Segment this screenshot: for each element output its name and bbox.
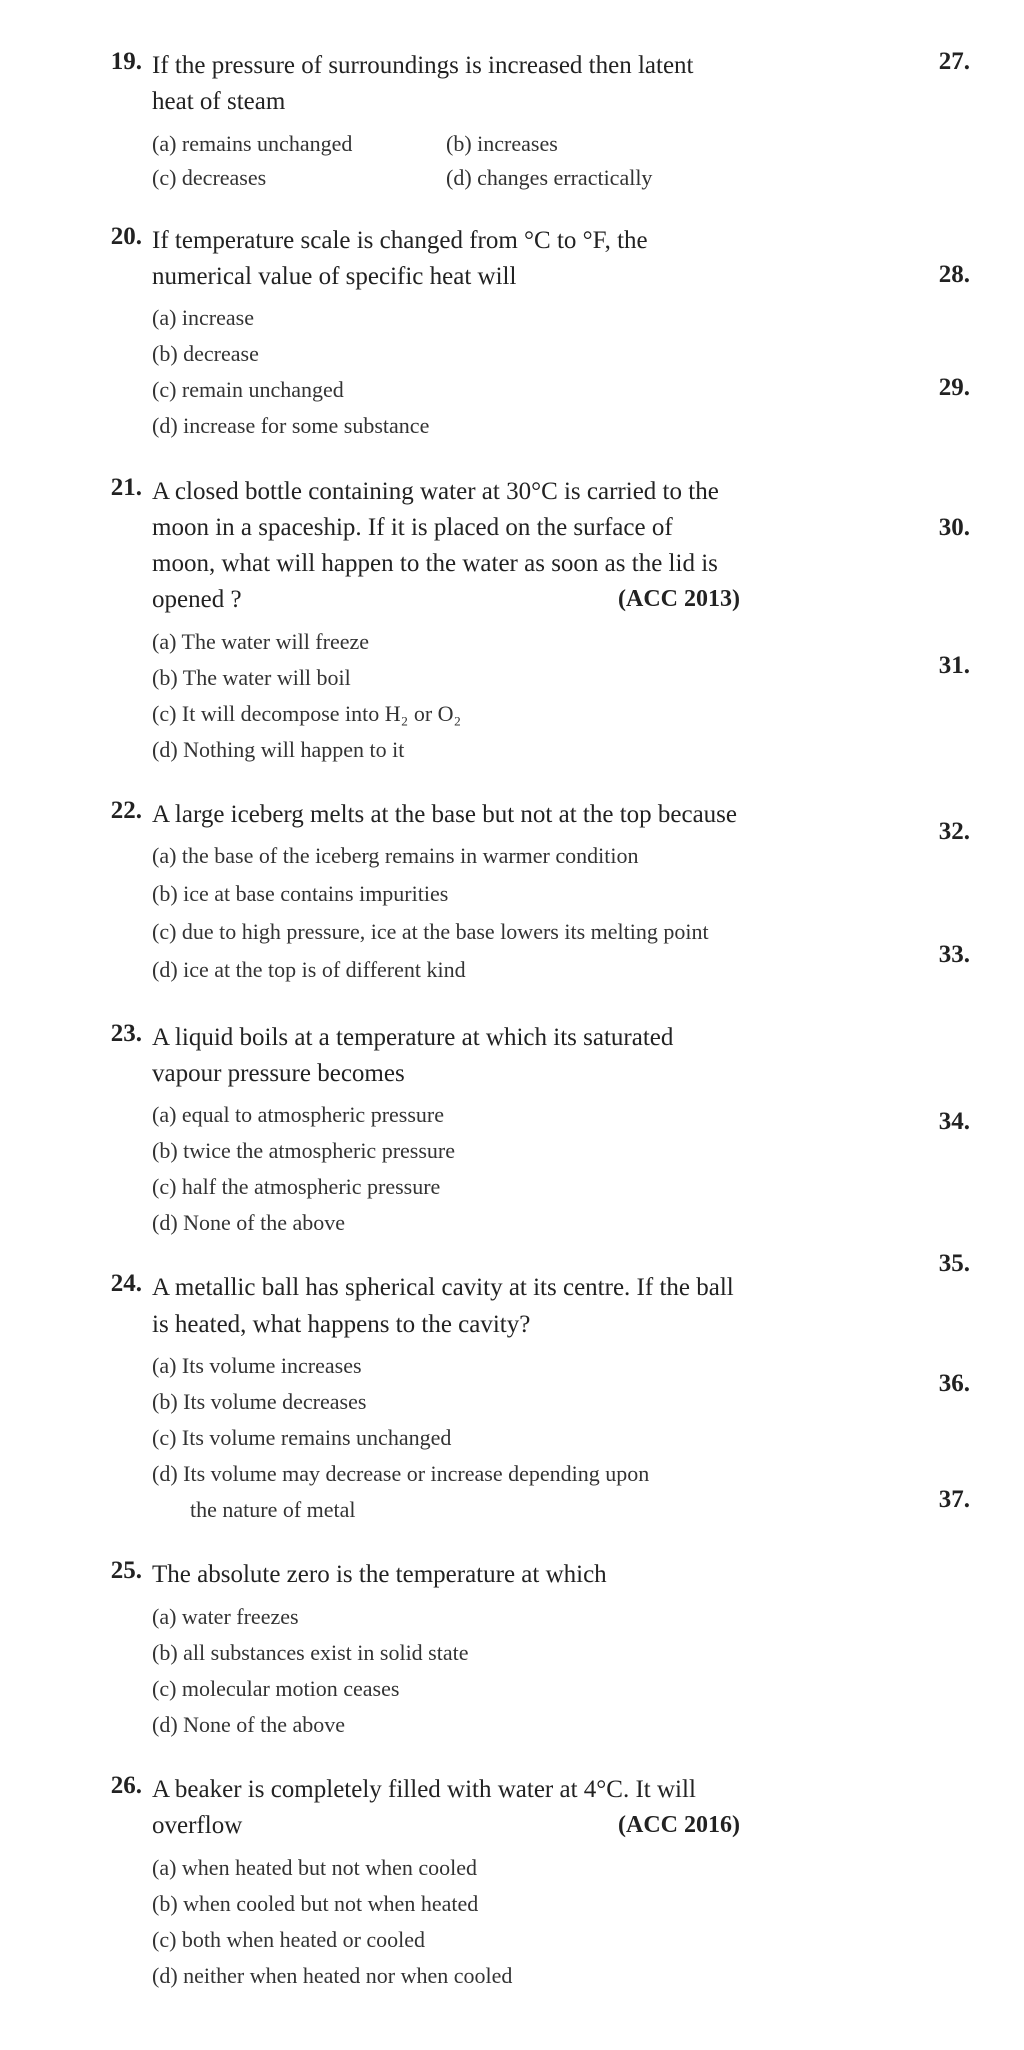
question-stem: If the pressure of surroundings is incre… xyxy=(152,48,740,121)
question-stem: The absolute zero is the temperature at … xyxy=(152,1557,740,1593)
question-body: A liquid boils at a temperature at which… xyxy=(152,1020,740,1243)
question-options: (a) Its volume increases(b) Its volume d… xyxy=(152,1349,740,1527)
question-body: A metallic ball has spherical cavity at … xyxy=(152,1270,740,1529)
option: (a) water freezes xyxy=(152,1600,740,1634)
next-column-question-number: 37. xyxy=(939,1486,970,1514)
option: (d) neither when heated nor when cooled xyxy=(152,1959,740,1993)
question: 19.If the pressure of surroundings is in… xyxy=(100,48,740,195)
question-number: 19. xyxy=(100,48,152,195)
option: (d) increase for some substance xyxy=(152,409,740,443)
question-stem: If temperature scale is changed from °C … xyxy=(152,223,740,296)
option: (b) twice the atmospheric pressure xyxy=(152,1134,740,1168)
question-source-tag: (ACC 2013) xyxy=(618,582,740,617)
option: (a) The water will freeze xyxy=(152,625,740,659)
question: 21.A closed bottle containing water at 3… xyxy=(100,474,740,769)
option: (d) Its volume may decrease or increase … xyxy=(152,1457,740,1491)
question-number: 26. xyxy=(100,1772,152,1995)
next-column-question-number: 35. xyxy=(939,1250,970,1278)
question: 20.If temperature scale is changed from … xyxy=(100,223,740,446)
question-options: (a) increase(b) decrease(c) remain uncha… xyxy=(152,301,740,443)
question-body: The absolute zero is the temperature at … xyxy=(152,1557,740,1744)
option: (a) remains unchanged xyxy=(152,127,446,161)
option: (d) changes erractically xyxy=(446,161,740,195)
question: 25.The absolute zero is the temperature … xyxy=(100,1557,740,1744)
option: (c) It will decompose into H₂ or O₂ xyxy=(152,697,740,731)
next-column-question-number: 36. xyxy=(939,1370,970,1398)
question-source-tag: (ACC 2016) xyxy=(618,1808,740,1843)
question-number: 22. xyxy=(100,797,152,992)
option: (c) decreases xyxy=(152,161,446,195)
question-body: A large iceberg melts at the base but no… xyxy=(152,797,740,992)
option: (b) The water will boil xyxy=(152,661,740,695)
next-column-question-number: 28. xyxy=(939,261,970,289)
page: 19.If the pressure of surroundings is in… xyxy=(100,48,970,2023)
question-stem: A large iceberg melts at the base but no… xyxy=(152,797,740,833)
question-body: If the pressure of surroundings is incre… xyxy=(152,48,740,195)
question-body: A closed bottle containing water at 30°C… xyxy=(152,474,740,769)
option: (a) the base of the iceberg remains in w… xyxy=(152,839,740,873)
next-column-question-number: 33. xyxy=(939,941,970,969)
option: (a) Its volume increases xyxy=(152,1349,740,1383)
option: (c) half the atmospheric pressure xyxy=(152,1170,740,1204)
option: (c) remain unchanged xyxy=(152,373,740,407)
question-number: 23. xyxy=(100,1020,152,1243)
left-column: 19.If the pressure of surroundings is in… xyxy=(100,48,740,2023)
option: (b) ice at base contains impurities xyxy=(152,877,740,911)
option: (c) molecular motion ceases xyxy=(152,1672,740,1706)
next-column-question-number: 27. xyxy=(939,48,970,76)
next-column-question-number: 31. xyxy=(939,652,970,680)
question-stem: A closed bottle containing water at 30°C… xyxy=(152,474,740,619)
question-stem: A liquid boils at a temperature at which… xyxy=(152,1020,740,1093)
option: (a) equal to atmospheric pressure xyxy=(152,1098,740,1132)
question-body: A beaker is completely filled with water… xyxy=(152,1772,740,1995)
option: (b) increases xyxy=(446,127,740,161)
question: 23.A liquid boils at a temperature at wh… xyxy=(100,1020,740,1243)
next-column-question-number: 34. xyxy=(939,1108,970,1136)
option: (a) when heated but not when cooled xyxy=(152,1851,740,1885)
question-number: 24. xyxy=(100,1270,152,1529)
option: (c) due to high pressure, ice at the bas… xyxy=(152,915,740,949)
question-stem: A metallic ball has spherical cavity at … xyxy=(152,1270,740,1343)
question: 22.A large iceberg melts at the base but… xyxy=(100,797,740,992)
question-number: 20. xyxy=(100,223,152,446)
option: (c) Its volume remains unchanged xyxy=(152,1421,740,1455)
question-number: 21. xyxy=(100,474,152,769)
option: (c) both when heated or cooled xyxy=(152,1923,740,1957)
option: (b) decrease xyxy=(152,337,740,371)
question-options: (a) remains unchanged(b) increases(c) de… xyxy=(152,127,740,195)
option: (d) None of the above xyxy=(152,1206,740,1240)
question: 24.A metallic ball has spherical cavity … xyxy=(100,1270,740,1529)
question: 26.A beaker is completely filled with wa… xyxy=(100,1772,740,1995)
option: (d) ice at the top is of different kind xyxy=(152,953,740,987)
option: (b) when cooled but not when heated xyxy=(152,1887,740,1921)
option: (b) all substances exist in solid state xyxy=(152,1636,740,1670)
question-options: (a) when heated but not when cooled(b) w… xyxy=(152,1851,740,1993)
option-continuation: the nature of metal xyxy=(152,1493,740,1527)
option: (d) Nothing will happen to it xyxy=(152,733,740,767)
question-options: (a) equal to atmospheric pressure(b) twi… xyxy=(152,1098,740,1240)
question-options: (a) water freezes(b) all substances exis… xyxy=(152,1600,740,1742)
next-column-question-number: 32. xyxy=(939,818,970,846)
next-column-question-number: 29. xyxy=(939,374,970,402)
option: (b) Its volume decreases xyxy=(152,1385,740,1419)
question-options: (a) the base of the iceberg remains in w… xyxy=(152,839,740,987)
question-stem: A beaker is completely filled with water… xyxy=(152,1772,740,1845)
question-options: (a) The water will freeze(b) The water w… xyxy=(152,625,740,767)
option: (a) increase xyxy=(152,301,740,335)
next-column-question-number: 30. xyxy=(939,514,970,542)
option: (d) None of the above xyxy=(152,1708,740,1742)
question-body: If temperature scale is changed from °C … xyxy=(152,223,740,446)
question-number: 25. xyxy=(100,1557,152,1744)
